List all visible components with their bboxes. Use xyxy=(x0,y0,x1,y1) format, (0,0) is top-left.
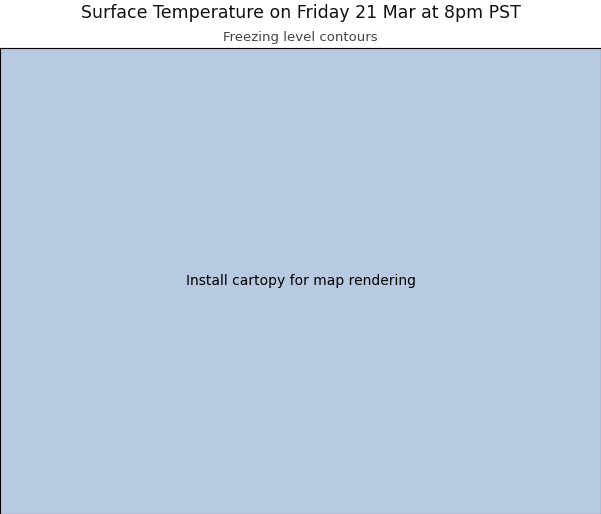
Text: Install cartopy for map rendering: Install cartopy for map rendering xyxy=(186,274,415,288)
Text: Freezing level contours: Freezing level contours xyxy=(223,31,378,44)
Text: Surface Temperature on Friday 21 Mar at 8pm PST: Surface Temperature on Friday 21 Mar at … xyxy=(81,5,520,23)
